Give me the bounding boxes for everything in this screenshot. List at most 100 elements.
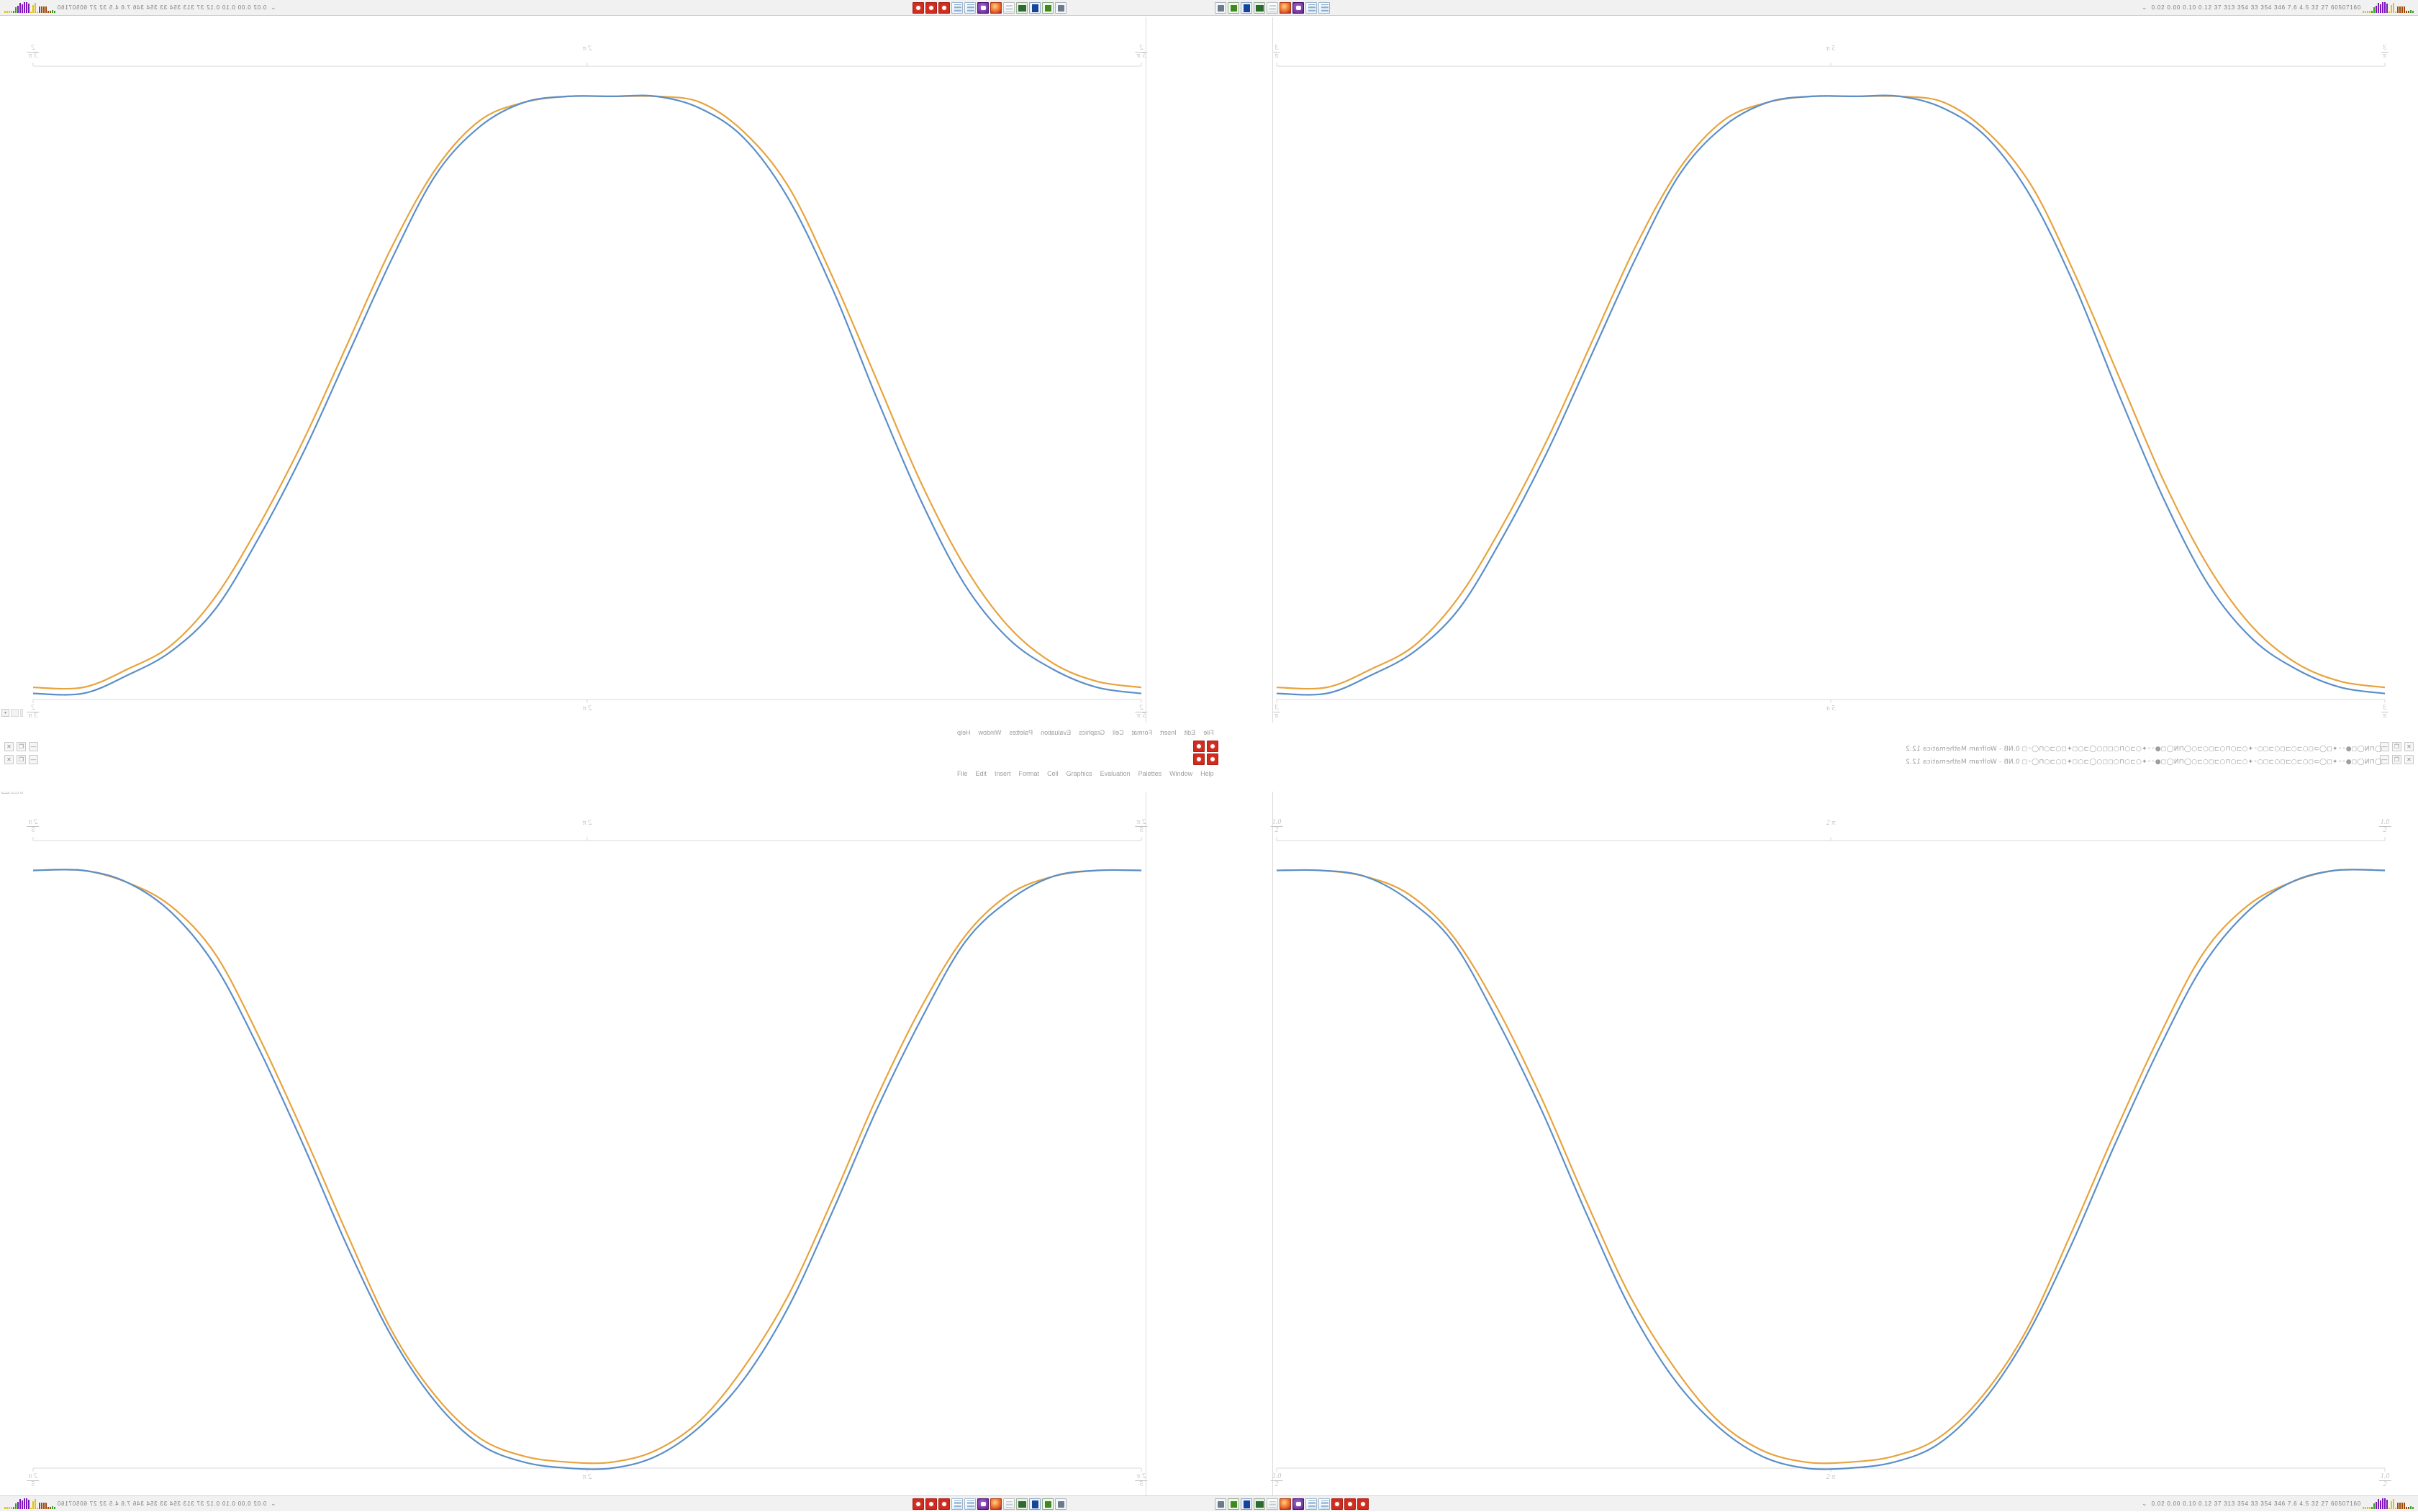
minimize-icon[interactable]: — — [2380, 742, 2389, 751]
minimize-icon[interactable]: — — [29, 755, 38, 764]
top-left-tray[interactable]: 0.02 0.00 0.10 0.12 37 313 354 33 354 34… — [4, 0, 279, 16]
menu-evaluation[interactable]: Evaluation — [1041, 729, 1072, 736]
notebook-document-icon[interactable] — [964, 1498, 976, 1510]
scroll-down-arrow-icon[interactable]: ▾ — [1, 709, 9, 717]
notebook-document-icon[interactable] — [964, 1, 976, 14]
restore-icon[interactable]: ❐ — [17, 742, 26, 751]
firefox-icon[interactable] — [1280, 1, 1291, 14]
grey-app-icon[interactable] — [1215, 1, 1226, 14]
wolfram-kernel-icon[interactable] — [938, 1498, 950, 1510]
wolfram-kernel-icon[interactable] — [938, 1, 950, 14]
green-app-icon[interactable] — [1228, 1, 1239, 14]
save-disk-icon[interactable] — [1241, 1, 1252, 14]
chevron-down-icon[interactable]: ⌄ — [271, 1500, 276, 1507]
browser-icon[interactable] — [977, 1498, 989, 1510]
menubar-mirrored[interactable]: File Edit Insert Format Cell Graphics Ev… — [957, 729, 1214, 736]
green-app-icon[interactable] — [1042, 1498, 1054, 1510]
notebook-document-icon[interactable] — [951, 1, 963, 14]
wolfram-kernel-icon[interactable] — [1344, 1498, 1356, 1510]
bottom-taskbar[interactable]: 0.02 0.00 0.10 0.12 37 313 354 33 354 34… — [0, 1495, 2418, 1511]
window-controls-row-4[interactable]: — ❐ ✕ — [2378, 755, 2415, 764]
taskbar-icons-right-cluster[interactable] — [1215, 0, 1330, 16]
menu-cell[interactable]: Cell — [1047, 770, 1059, 777]
grey-app-icon[interactable] — [1055, 1, 1067, 14]
green-app-icon[interactable] — [1042, 1, 1054, 14]
browser-icon[interactable] — [1292, 1498, 1304, 1510]
notebook-document-icon[interactable] — [1305, 1498, 1317, 1510]
notebook-document-icon[interactable] — [951, 1498, 963, 1510]
save-disk-icon[interactable] — [1029, 1, 1041, 14]
menu-file[interactable]: File — [1203, 729, 1214, 736]
window-controls-row-1[interactable]: ✕ ❐ — — [3, 742, 40, 751]
menu-file[interactable]: File — [957, 770, 968, 777]
top-right-tray[interactable]: ⌄ 0.02 0.00 0.10 0.12 37 313 354 33 354 … — [2139, 0, 2414, 16]
menu-edit[interactable]: Edit — [975, 770, 987, 777]
bottom-right-tray[interactable]: ⌄ 0.02 0.00 0.10 0.12 37 313 354 33 354 … — [2139, 1496, 2414, 1512]
kernel-badges-row-2[interactable] — [1193, 753, 1218, 765]
close-icon[interactable]: ✕ — [4, 742, 14, 751]
menu-help[interactable]: Help — [957, 729, 971, 736]
taskbar-icons-left-cluster[interactable] — [913, 0, 1067, 16]
wolfram-kernel-icon[interactable] — [1207, 753, 1218, 765]
minimize-icon[interactable]: — — [29, 742, 38, 751]
menu-graphics[interactable]: Graphics — [1079, 729, 1105, 736]
firefox-icon[interactable] — [1280, 1498, 1291, 1510]
menu-graphics[interactable]: Graphics — [1066, 770, 1092, 777]
browser-icon[interactable] — [1292, 1, 1304, 14]
window-controls-row-2[interactable]: ✕ ❐ — — [3, 755, 40, 764]
wolfram-kernel-icon[interactable] — [1331, 1498, 1343, 1510]
menu-window[interactable]: Window — [1169, 770, 1193, 777]
wolfram-kernel-icon[interactable] — [925, 1498, 937, 1510]
menu-help[interactable]: Help — [1200, 770, 1214, 777]
menu-edit[interactable]: Edit — [1184, 729, 1196, 736]
taskbar-icons-right-cluster[interactable] — [1215, 1496, 1369, 1512]
menubar[interactable]: File Edit Insert Format Cell Graphics Ev… — [957, 770, 1214, 777]
menubar-items[interactable]: File Edit Insert Format Cell Graphics Ev… — [957, 770, 1214, 777]
menu-window[interactable]: Window — [978, 729, 1002, 736]
browser-icon[interactable] — [977, 1, 989, 14]
menubar-items[interactable]: File Edit Insert Format Cell Graphics Ev… — [957, 729, 1214, 736]
taskbar-icons-left-cluster[interactable] — [913, 1496, 1067, 1512]
restore-icon[interactable]: ❐ — [2392, 742, 2401, 751]
plot-bottom-right[interactable]: 1.0 2 2 π 1.0 2 1.0 2 2 π 1.0 2 — [1270, 816, 2391, 1493]
wolfram-kernel-icon[interactable] — [1193, 741, 1205, 752]
close-icon[interactable]: ✕ — [2404, 742, 2414, 751]
menu-insert[interactable]: Insert — [995, 770, 1011, 777]
menu-cell[interactable]: Cell — [1113, 729, 1124, 736]
terminal-icon[interactable] — [1016, 1, 1028, 14]
top-taskbar[interactable]: 0.02 0.00 0.10 0.12 37 313 354 33 354 34… — [0, 0, 2418, 16]
text-document-icon[interactable] — [1003, 1498, 1015, 1510]
wolfram-kernel-icon[interactable] — [925, 1, 937, 14]
menu-format[interactable]: Format — [1131, 729, 1153, 736]
menu-format[interactable]: Format — [1018, 770, 1040, 777]
notebook-document-icon[interactable] — [1318, 1498, 1330, 1510]
wolfram-kernel-icon[interactable] — [1207, 741, 1218, 752]
text-document-icon[interactable] — [1003, 1, 1015, 14]
firefox-icon[interactable] — [990, 1498, 1002, 1510]
scroll-controls-top[interactable]: ▾ — [1, 709, 23, 717]
close-icon[interactable]: ✕ — [2404, 755, 2414, 764]
notebook-document-icon[interactable] — [1305, 1, 1317, 14]
grey-app-icon[interactable] — [1215, 1498, 1226, 1510]
chevron-down-icon[interactable]: ⌄ — [2142, 1500, 2147, 1507]
wolfram-kernel-icon[interactable] — [913, 1498, 924, 1510]
bottom-left-tray[interactable]: 0.02 0.00 0.10 0.12 37 313 354 33 354 34… — [4, 1496, 279, 1512]
menu-palettes[interactable]: Palettes — [1009, 729, 1033, 736]
text-document-icon[interactable] — [1267, 1, 1278, 14]
window-controls-row-3[interactable]: — ❐ ✕ — [2378, 742, 2415, 751]
wolfram-kernel-icon[interactable] — [1357, 1498, 1369, 1510]
terminal-icon[interactable] — [1254, 1, 1265, 14]
save-disk-icon[interactable] — [1029, 1498, 1041, 1510]
restore-icon[interactable]: ❐ — [17, 755, 26, 764]
save-disk-icon[interactable] — [1241, 1498, 1252, 1510]
close-icon[interactable]: ✕ — [4, 755, 14, 764]
terminal-icon[interactable] — [1254, 1498, 1265, 1510]
minimize-icon[interactable]: — — [2380, 755, 2389, 764]
text-document-icon[interactable] — [1267, 1498, 1278, 1510]
chevron-down-icon[interactable]: ⌄ — [271, 4, 276, 11]
menu-evaluation[interactable]: Evaluation — [1100, 770, 1131, 777]
firefox-icon[interactable] — [990, 1, 1002, 14]
wolfram-kernel-icon[interactable] — [1193, 753, 1205, 765]
